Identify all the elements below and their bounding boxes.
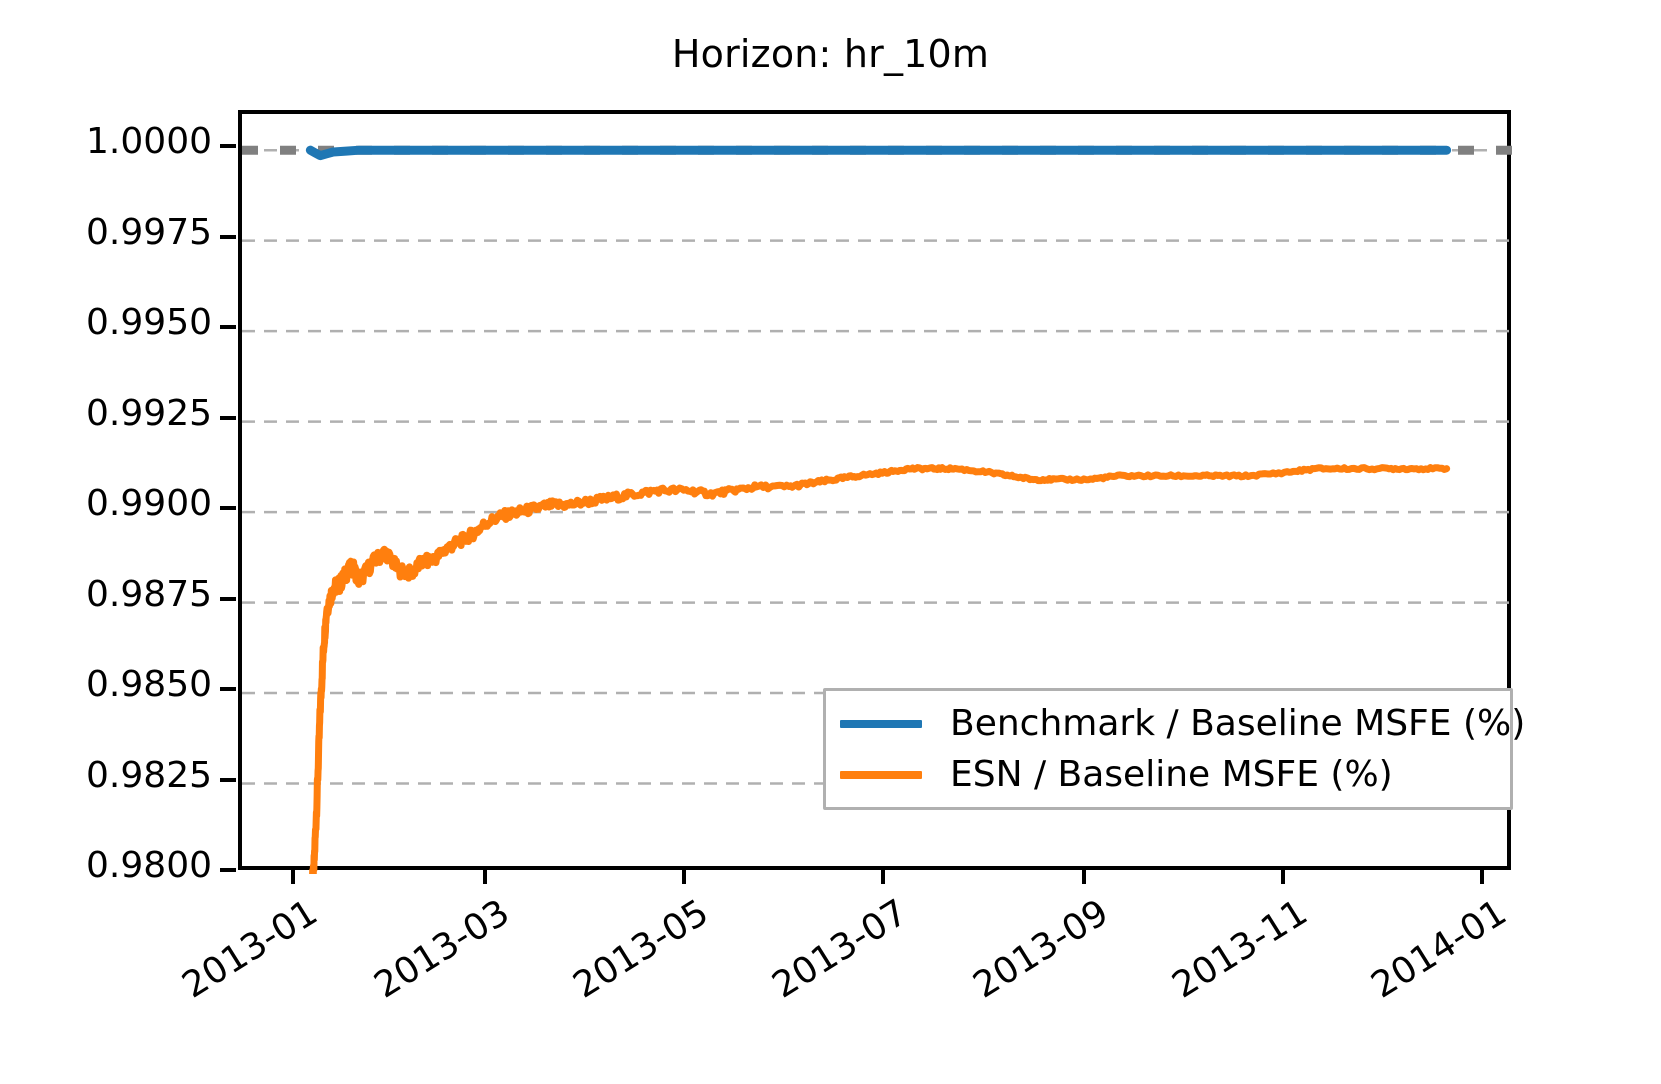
y-axis-tick-label: 0.9850 bbox=[86, 664, 212, 706]
x-axis-tick-label: 2013-09 bbox=[966, 892, 1117, 1007]
x-axis-tick-label: 2013-11 bbox=[1165, 892, 1315, 1007]
x-axis-tick-mark bbox=[483, 868, 488, 884]
x-axis-tick-label: 2013-03 bbox=[367, 892, 518, 1007]
x-axis-tick-label: 2013-05 bbox=[566, 892, 716, 1007]
y-axis-tick-label: 0.9825 bbox=[86, 754, 212, 796]
y-axis-tick-label: 0.9925 bbox=[86, 392, 212, 434]
y-axis-tick-mark bbox=[220, 325, 236, 330]
y-axis-tick-mark bbox=[220, 777, 236, 782]
legend-swatch-esn bbox=[840, 770, 922, 779]
x-axis-tick-mark bbox=[1479, 868, 1484, 884]
y-axis-tick-mark bbox=[220, 144, 236, 149]
legend-label-benchmark: Benchmark / Baseline MSFE (%) bbox=[950, 703, 1526, 744]
y-axis-tick-mark bbox=[220, 596, 236, 601]
y-axis-tick-mark bbox=[220, 415, 236, 420]
y-axis-tick-label: 0.9975 bbox=[86, 211, 212, 253]
y-axis-tick-mark bbox=[220, 868, 236, 872]
x-axis-tick-mark bbox=[880, 868, 885, 884]
legend-swatch-benchmark bbox=[840, 719, 922, 728]
y-axis-tick-label: 0.9875 bbox=[86, 573, 212, 615]
data-series-group bbox=[305, 145, 1452, 874]
page-title: Horizon: hr_10m bbox=[671, 32, 990, 76]
y-axis-tick-mark bbox=[220, 506, 236, 511]
y-axis-tick-mark bbox=[220, 687, 236, 692]
series-line-esn bbox=[309, 464, 1451, 874]
x-axis-tick-mark bbox=[291, 868, 296, 884]
x-axis-tick-mark bbox=[1281, 868, 1286, 884]
legend-item-benchmark[interactable]: Benchmark / Baseline MSFE (%) bbox=[840, 701, 1525, 746]
y-axis-tick-label: 0.9950 bbox=[86, 302, 212, 344]
y-axis-tick-label: 1.0000 bbox=[86, 121, 212, 163]
x-axis-tick-label: 2014-01 bbox=[1364, 892, 1514, 1007]
series-line-benchmark bbox=[305, 145, 1452, 161]
y-axis-tick-label: 0.9900 bbox=[86, 483, 212, 525]
legend-label-esn: ESN / Baseline MSFE (%) bbox=[950, 754, 1393, 795]
legend-item-esn[interactable]: ESN / Baseline MSFE (%) bbox=[840, 752, 1496, 797]
x-axis-tick-label: 2013-01 bbox=[175, 892, 326, 1007]
y-axis-tick-label: 0.9800 bbox=[86, 845, 212, 886]
chart-legend[interactable]: Benchmark / Baseline MSFE (%) ESN / Base… bbox=[823, 688, 1525, 810]
y-axis-tick-mark bbox=[220, 234, 236, 239]
x-axis-tick-mark bbox=[682, 868, 687, 884]
x-axis-tick-label: 2013-07 bbox=[765, 892, 915, 1007]
x-axis-tick-mark bbox=[1082, 868, 1087, 884]
